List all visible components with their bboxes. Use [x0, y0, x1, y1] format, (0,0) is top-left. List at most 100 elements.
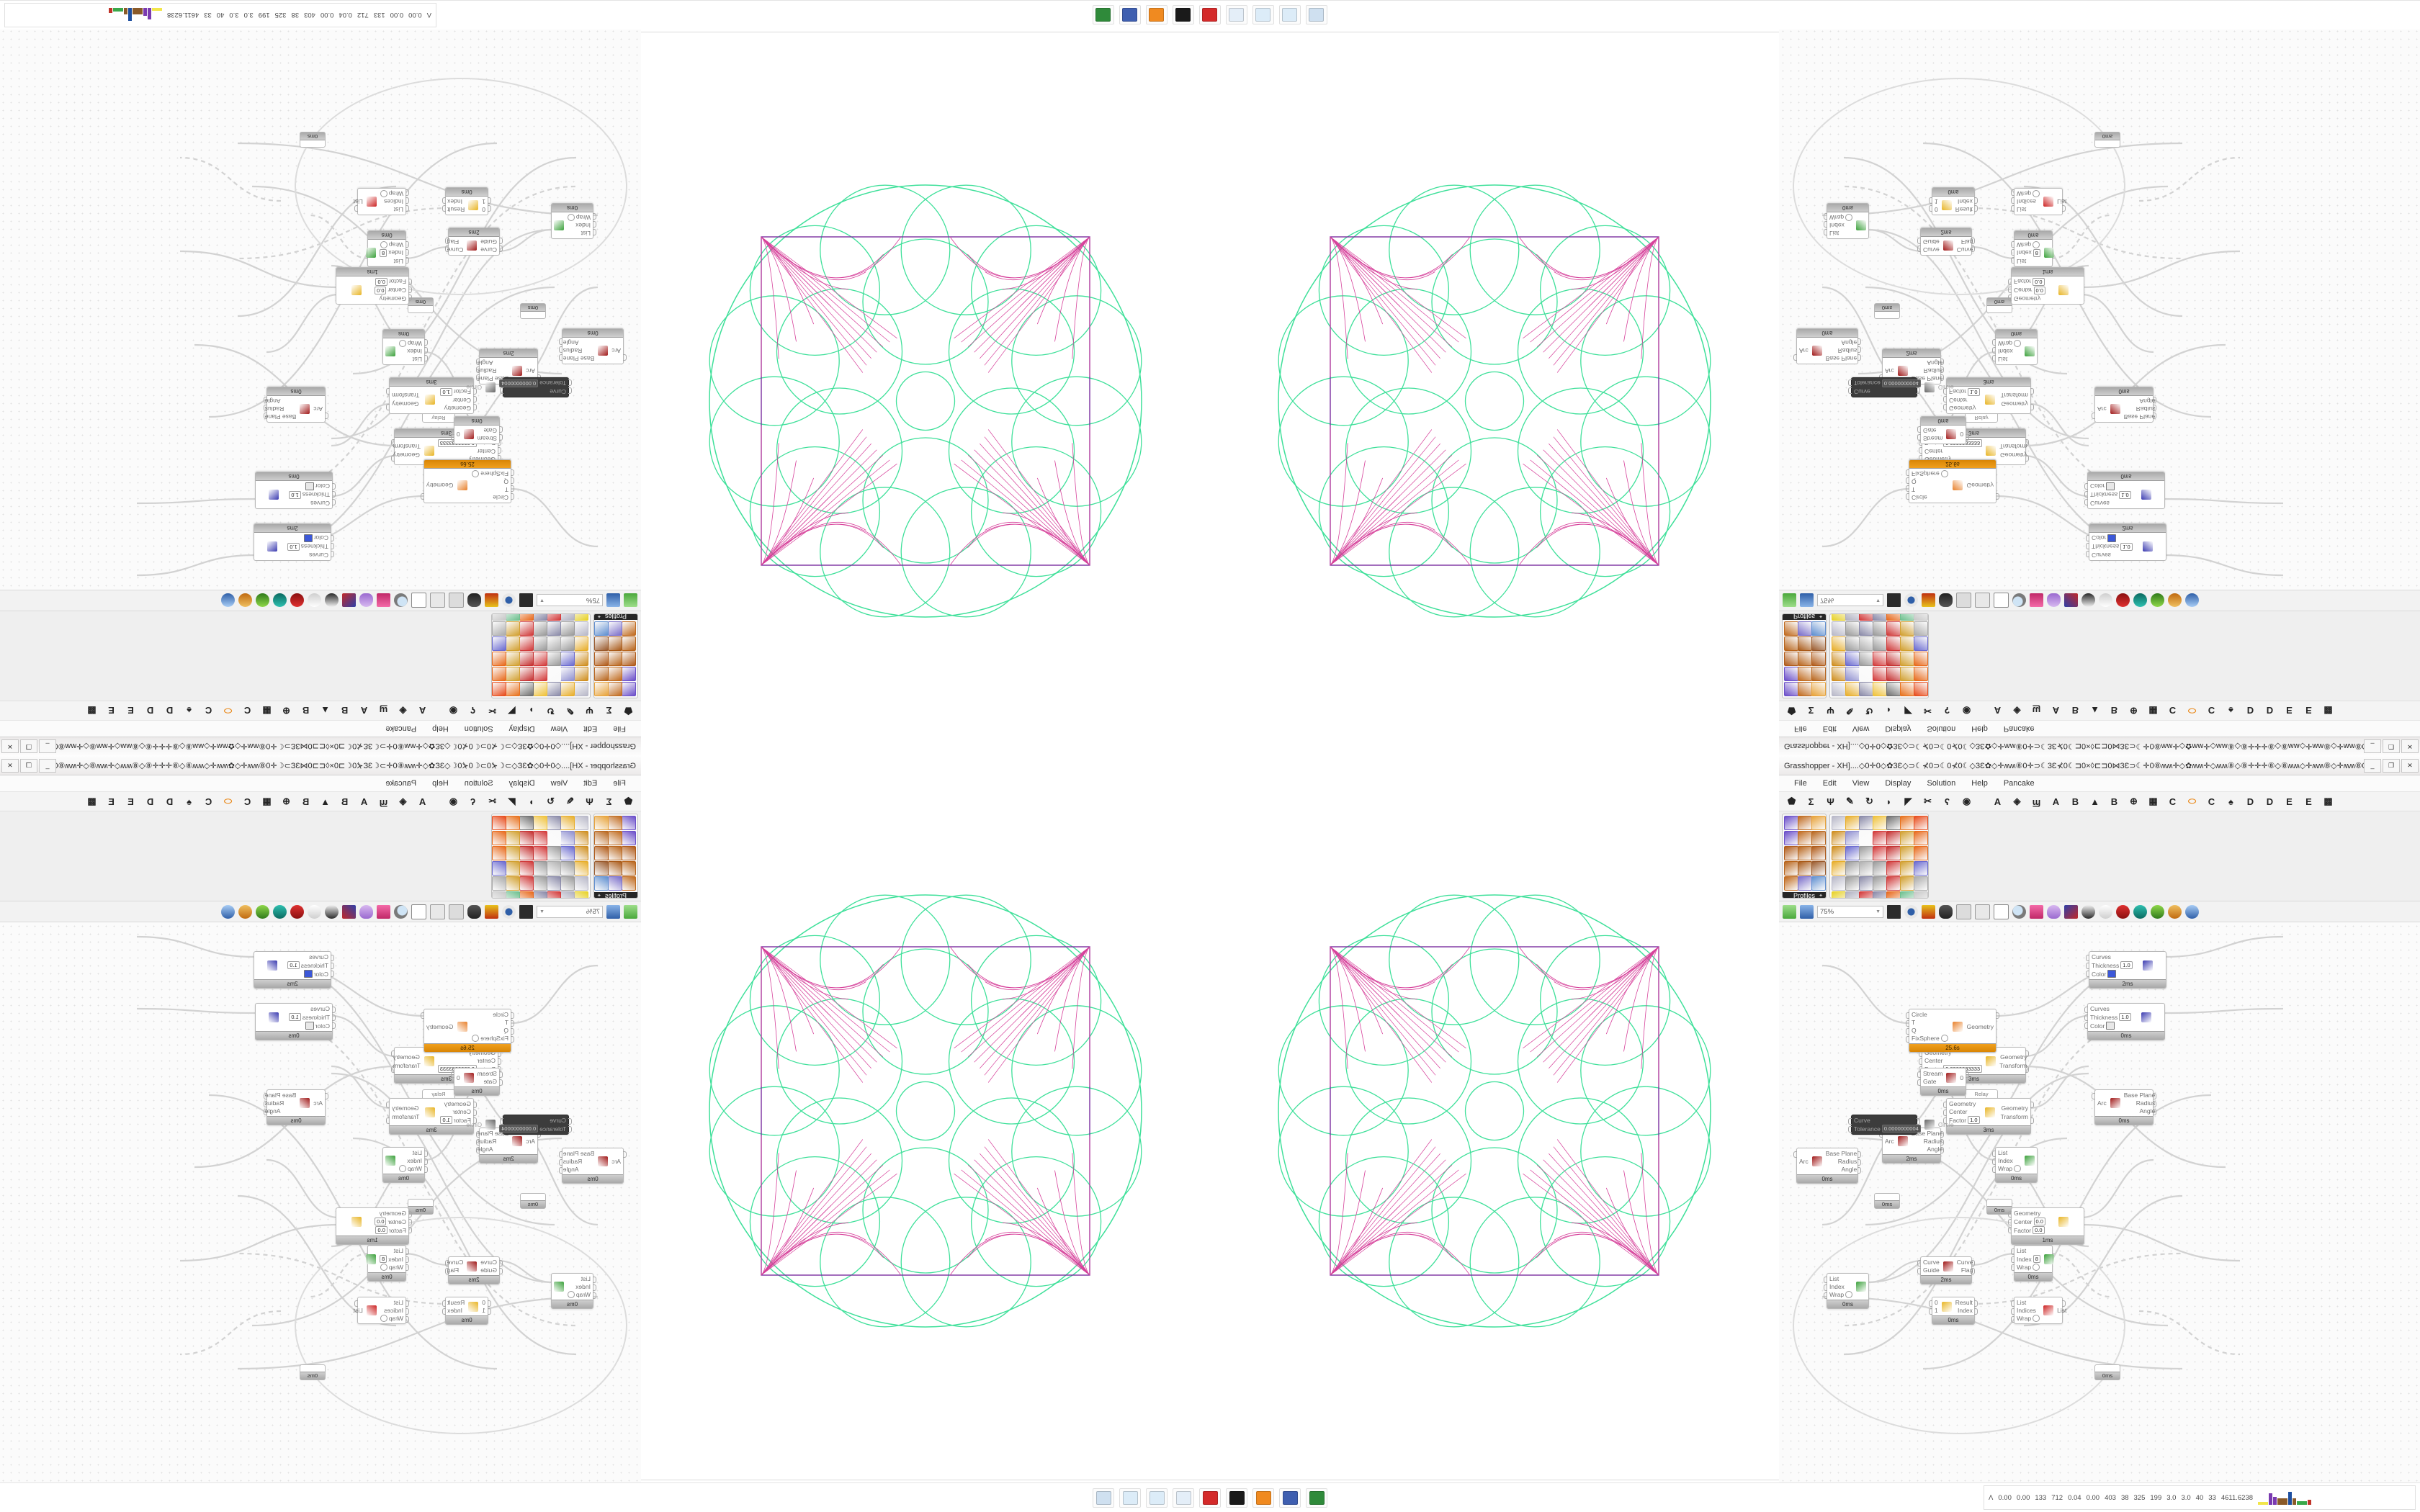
small-relay-a[interactable]: 0ms	[520, 303, 546, 319]
palette-component-icon[interactable]	[1873, 846, 1887, 860]
menu-bar[interactable]: File Edit View Display Solution Help Pan…	[0, 720, 641, 737]
node-input-port[interactable]	[1919, 1058, 1922, 1065]
preview-eye-icon[interactable]	[502, 904, 516, 919]
palette-component-icon[interactable]	[1811, 667, 1826, 681]
ribbon-group-right-12[interactable]: ♠	[187, 796, 192, 807]
node-input-port[interactable]	[1917, 1260, 1921, 1266]
orange-sphere-icon[interactable]	[238, 904, 252, 919]
palette-component-icon[interactable]	[1811, 861, 1826, 876]
node-input-port[interactable]	[2084, 1022, 2088, 1029]
palette-component-icon[interactable]	[622, 861, 636, 876]
palette-component-icon[interactable]	[574, 876, 588, 891]
palette-component-icon[interactable]	[1900, 667, 1914, 681]
ribbon-group-left-0[interactable]: ⬟	[1787, 706, 1796, 716]
palette-component-icon[interactable]	[1811, 876, 1826, 891]
palette-component-icon[interactable]	[1811, 682, 1826, 696]
palette-component-icon[interactable]	[622, 846, 636, 860]
palette-component-icon[interactable]	[1798, 652, 1812, 666]
node-output-port[interactable]	[421, 1012, 424, 1019]
node-input-port[interactable]	[1793, 354, 1797, 361]
ribbon-group-right-5[interactable]: ▲	[321, 796, 330, 807]
small-relay-c[interactable]: 0ms	[300, 132, 326, 148]
node-input-port[interactable]	[2084, 499, 2088, 505]
palette-component-icon[interactable]	[506, 621, 520, 636]
gh-node[interactable]: Curves Thickness 1.0 Color 0ms	[255, 472, 336, 509]
palette-component-icon[interactable]	[1900, 613, 1914, 621]
menu-pancake[interactable]: Pancake	[385, 779, 417, 788]
teal-sphere-icon[interactable]	[2133, 904, 2147, 919]
ribbon-group-right-13[interactable]: D	[166, 796, 174, 807]
rhino-viewport-canvas[interactable]	[641, 32, 1210, 756]
palette-component-icon[interactable]	[1914, 613, 1928, 621]
gh-node[interactable]: List Indices Wrap List	[354, 1297, 409, 1324]
palette-component-icon[interactable]	[492, 652, 506, 666]
node-input-port[interactable]	[593, 213, 596, 220]
palette-component-icon[interactable]	[560, 636, 575, 651]
node-input-port[interactable]	[2008, 287, 2012, 293]
fit-view-icon[interactable]	[519, 593, 533, 608]
node-output-port[interactable]	[559, 1151, 563, 1158]
ribbon-group-left-1[interactable]: Σ	[1808, 705, 1814, 716]
node-output-port[interactable]	[1857, 1167, 1861, 1174]
ribbon-group-right-1[interactable]: ◈	[2013, 796, 2021, 806]
ribbon-group-left-7[interactable]: ✂	[488, 706, 496, 716]
palette-component-icon[interactable]	[519, 861, 534, 876]
node-input-port[interactable]	[499, 1079, 503, 1086]
node-input-port[interactable]	[593, 221, 596, 228]
balloon-icon[interactable]	[359, 593, 373, 608]
gh-node[interactable]: Curves Thickness 1.0 Color 2ms	[254, 951, 334, 989]
ribbon-group-left-1[interactable]: Σ	[606, 796, 612, 807]
shade-red-icon[interactable]	[290, 904, 304, 919]
node-output-port[interactable]	[1917, 1118, 1920, 1125]
window-buttons[interactable]: _ ❐ ✕	[2364, 739, 2419, 754]
node-input-port[interactable]	[405, 1256, 409, 1263]
component-palettes[interactable]: Profiles✦BullAnt✦	[1779, 811, 2420, 901]
node-input-port[interactable]	[1848, 379, 1852, 386]
preview-eye-icon[interactable]	[1904, 593, 1918, 608]
ribbon-group-left-0[interactable]: ⬟	[1787, 796, 1796, 806]
gh-node[interactable]: List Index Wrap 0ms	[1824, 203, 1869, 239]
node-input-port[interactable]	[405, 1248, 409, 1255]
palette-component-icon[interactable]	[1845, 682, 1860, 696]
palette-component-icon[interactable]	[608, 667, 622, 681]
palette-component-icon[interactable]	[1845, 613, 1860, 621]
green-sphere-icon[interactable]	[256, 593, 269, 608]
component-palettes[interactable]: Profiles✦BullAnt✦	[0, 611, 641, 701]
menu-pancake[interactable]: Pancake	[2003, 779, 2035, 788]
node-output-port[interactable]	[500, 387, 503, 394]
palette-component-icon[interactable]	[547, 613, 561, 621]
ribbon-group-left-5[interactable]: ◗	[1886, 796, 1892, 807]
taskbar-firefox-icon[interactable]	[1146, 5, 1168, 25]
palette-component-icon[interactable]	[1811, 636, 1826, 651]
palette-component-icon[interactable]	[622, 636, 636, 651]
gh-node[interactable]: List Index Wrap 0ms	[1824, 1273, 1869, 1309]
node-output-port[interactable]	[264, 413, 267, 419]
node-input-port[interactable]	[325, 1093, 328, 1099]
gh-node[interactable]: Geometry Center 0.0 Factor 0.0 1ms	[2008, 267, 2084, 305]
ribbon-group-right-13[interactable]: D	[166, 705, 174, 716]
palette-component-icon[interactable]	[1886, 816, 1901, 830]
palette-component-icon[interactable]	[1914, 891, 1928, 898]
menu-view[interactable]: View	[550, 779, 568, 788]
palette-component-icon[interactable]	[608, 621, 622, 636]
ribbon-group-left-6[interactable]: ◤	[1904, 796, 1912, 806]
taskbar-books-icon[interactable]	[1093, 1488, 1114, 1508]
palette-component-icon[interactable]	[1886, 891, 1901, 898]
palette-component-icon[interactable]	[560, 621, 575, 636]
node-input-value[interactable]: 0.0000000004	[499, 1125, 539, 1133]
palette-component-icon[interactable]	[560, 861, 575, 876]
palette-component-icon[interactable]	[492, 861, 506, 876]
node-output-port[interactable]	[2025, 1050, 2029, 1057]
node-output-port[interactable]	[264, 1109, 267, 1115]
small-relay-c[interactable]: 0ms	[2094, 1364, 2120, 1380]
ribbon-group-right-12[interactable]: ♠	[2228, 705, 2233, 716]
ribbon-group-right-1[interactable]: ◈	[399, 706, 407, 716]
palette-component-icon[interactable]	[1811, 621, 1826, 636]
node-input-port[interactable]	[2092, 413, 2095, 419]
boolean-toggle[interactable]	[380, 241, 387, 248]
maximize-button[interactable]: ❐	[2383, 739, 2400, 754]
node-output-port[interactable]	[1940, 366, 1944, 373]
palette-component-icon[interactable]	[1914, 636, 1928, 651]
palette-component-icon[interactable]	[1900, 861, 1914, 876]
gh-node[interactable]: Geometry Center 0.0 Factor 0.0 1ms	[2008, 1207, 2084, 1245]
